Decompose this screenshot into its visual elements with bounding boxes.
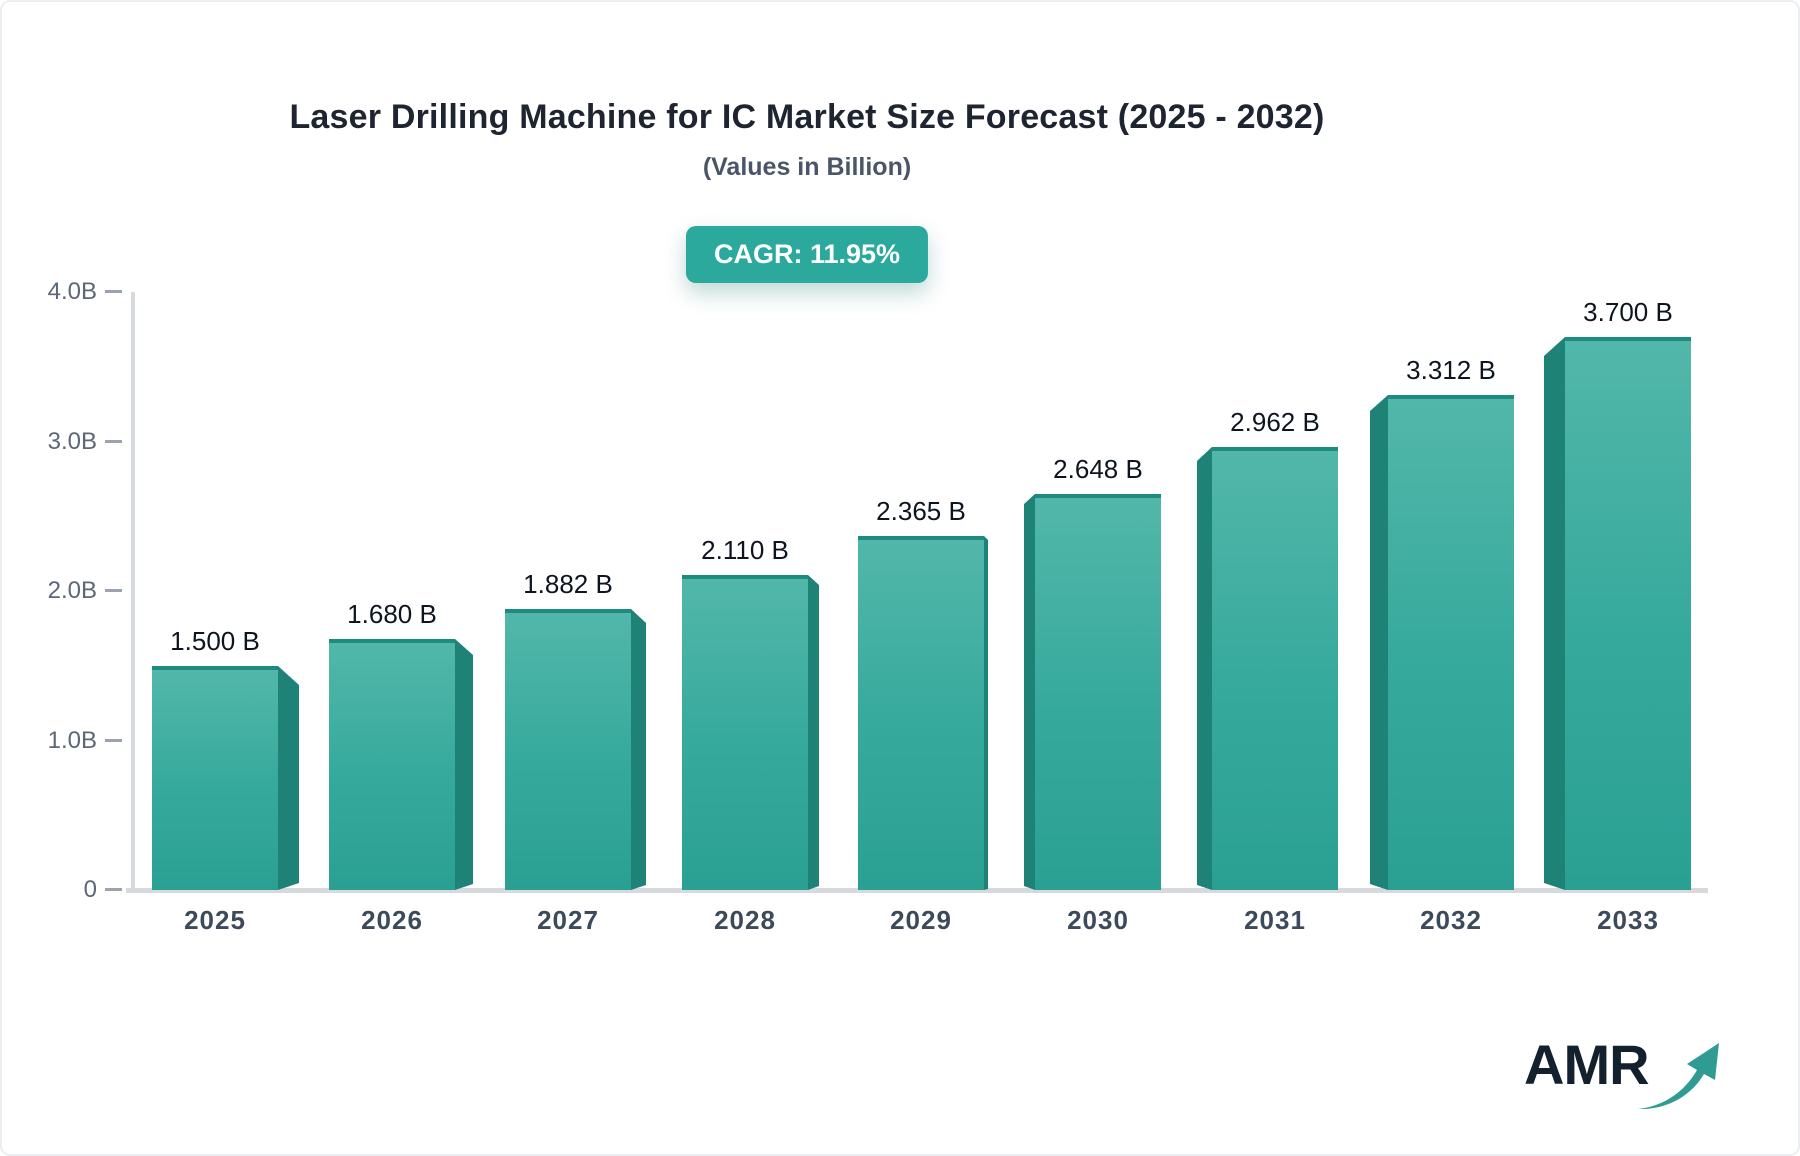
x-tick-label-2027: 2027: [537, 905, 599, 935]
bar-side-face-2030: [1024, 494, 1035, 890]
bar-side-face-2031: [1197, 447, 1212, 890]
y-tick-label: 2.0B: [47, 577, 97, 604]
chart-title: Laser Drilling Machine for IC Market Siz…: [289, 98, 1325, 136]
bar-side-face-2027: [631, 609, 646, 890]
x-tick-label-2026: 2026: [361, 905, 423, 935]
y-tick-dash: [105, 439, 122, 443]
amr-logo: AMR: [1524, 1034, 1723, 1114]
cagr-badge: CAGR: 11.95%: [685, 226, 929, 283]
bar-side-face-2029: [984, 536, 988, 890]
amr-logo-text: AMR: [1524, 1033, 1650, 1096]
bar-side-face-2032: [1370, 395, 1388, 890]
chart-header: Laser Drilling Machine for IC Market Siz…: [97, 98, 1517, 182]
bar-value-label-2029: 2.365 B: [876, 496, 966, 526]
x-tick-label-2032: 2032: [1420, 905, 1482, 935]
bar-2032[interactable]: [1388, 395, 1514, 890]
bar-2030[interactable]: [1035, 494, 1161, 890]
y-tick-label: 1.0B: [47, 726, 97, 754]
bar-value-label-2027: 1.882 B: [523, 569, 613, 599]
x-tick-label-2029: 2029: [890, 905, 952, 935]
y-tick-dash: [105, 290, 122, 293]
y-tick-dash: [105, 738, 122, 742]
bar-2033[interactable]: [1565, 337, 1691, 890]
y-axis-line: [131, 292, 135, 890]
bar-side-face-2025: [278, 666, 299, 890]
bar-value-label-2025: 1.500 B: [170, 626, 260, 656]
bar-side-face-2026: [455, 639, 473, 890]
bar-value-label-2032: 3.312 B: [1406, 355, 1496, 385]
y-tick-label: 0: [83, 876, 97, 903]
bar-2025[interactable]: [152, 666, 278, 890]
chart-subtitle: (Values in Billion): [702, 153, 912, 181]
bar-side-face-2033: [1544, 337, 1565, 890]
y-tick-dash: [105, 589, 122, 592]
bar-2027[interactable]: [505, 609, 631, 890]
bar-2026[interactable]: [329, 639, 455, 890]
bar-value-label-2028: 2.110 B: [701, 535, 789, 565]
bar-value-label-2030: 2.648 B: [1053, 454, 1143, 484]
x-tick-label-2030: 2030: [1067, 905, 1129, 935]
trend-up-arrow-icon: [1637, 1043, 1719, 1110]
y-tick-label: 4.0B: [47, 278, 97, 305]
x-tick-label-2025: 2025: [184, 905, 246, 935]
bar-value-label-2033: 3.700 B: [1583, 297, 1673, 327]
x-tick-label-2028: 2028: [714, 905, 776, 935]
bar-2029[interactable]: [858, 536, 984, 890]
bar-side-face-2028: [808, 575, 819, 890]
bar-2028[interactable]: [682, 575, 808, 890]
y-tick-dash: [105, 888, 122, 891]
bar-2031[interactable]: [1212, 447, 1338, 890]
y-tick-label: 3.0B: [47, 427, 97, 455]
bar-value-label-2031: 2.962 B: [1230, 407, 1320, 437]
x-tick-label-2031: 2031: [1244, 905, 1306, 935]
x-tick-label-2033: 2033: [1597, 905, 1659, 935]
bar-value-label-2026: 1.680 B: [347, 599, 437, 629]
x-axis-line: [126, 888, 1708, 893]
